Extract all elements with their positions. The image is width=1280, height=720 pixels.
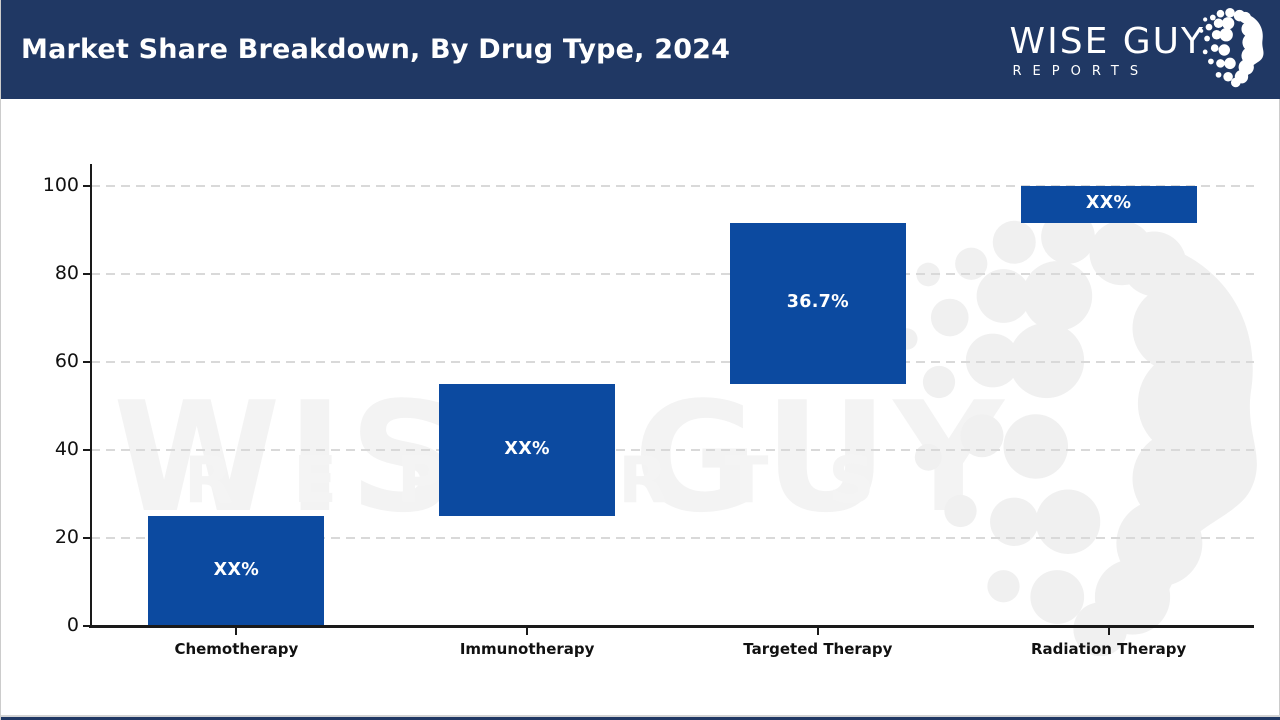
x-axis-tick	[1107, 628, 1110, 635]
gridline	[91, 361, 1254, 363]
bar-immunotherapy: XX%	[439, 384, 616, 516]
gridline	[91, 273, 1254, 275]
dotted-head-icon	[1199, 8, 1264, 88]
y-axis-tick-label: 0	[66, 614, 79, 636]
header: Market Share Breakdown, By Drug Type, 20…	[1, 0, 1280, 99]
y-axis-tick-label: 80	[54, 262, 79, 284]
y-axis-tick-label: 100	[42, 174, 79, 196]
bar-chemotherapy: XX%	[148, 516, 325, 626]
logo-text: WISE GUY REPORTS	[1009, 20, 1206, 79]
bar-radiation-therapy: XX%	[1020, 186, 1197, 223]
bar-value-label: XX%	[1085, 193, 1132, 214]
plot-layer: 0 20 40 60 80 100 XX% Chemotherapy XX% Immunother…	[1, 99, 1279, 716]
x-axis-tick-label: Chemotherapy	[174, 640, 299, 658]
logo-subtitle: REPORTS	[1012, 63, 1150, 79]
x-axis-tick	[526, 628, 529, 635]
y-axis-tick	[83, 625, 91, 627]
bar-value-label: 36.7%	[786, 292, 849, 313]
wise-guy-logo: WISE GUY REPORTS	[1010, 8, 1270, 92]
gridline	[91, 537, 1254, 539]
x-axis-tick	[816, 628, 819, 635]
y-axis-spine	[90, 164, 92, 628]
y-axis-tick	[83, 537, 91, 539]
gridline	[91, 449, 1254, 451]
x-axis-tick-label: Immunotherapy	[459, 640, 595, 658]
x-axis-spine	[89, 625, 1254, 628]
bar-targeted-therapy: 36.7%	[729, 222, 906, 384]
y-axis-tick-label: 60	[54, 350, 79, 372]
y-axis-tick	[83, 273, 91, 275]
bar-value-label: XX%	[213, 560, 260, 581]
y-axis-tick-label: 20	[54, 526, 79, 548]
footer-bar	[1, 717, 1280, 720]
gridline	[91, 185, 1254, 187]
x-axis-tick-label: Targeted Therapy	[743, 640, 893, 658]
x-axis-tick	[235, 628, 238, 635]
y-axis-tick	[83, 185, 91, 187]
chart-area: WISE GUY REPORTS 020406080100XX%Chemothe…	[1, 99, 1279, 716]
page-title: Market Share Breakdown, By Drug Type, 20…	[21, 34, 731, 65]
logo-wordmark: WISE GUY	[1009, 20, 1205, 62]
y-axis-tick-label: 40	[54, 438, 79, 460]
x-axis-tick-label: Radiation Therapy	[1030, 640, 1187, 658]
y-axis-tick	[83, 449, 91, 451]
footer-hairline	[1, 715, 1280, 717]
y-axis-tick	[83, 361, 91, 363]
bar-value-label: XX%	[504, 439, 550, 460]
